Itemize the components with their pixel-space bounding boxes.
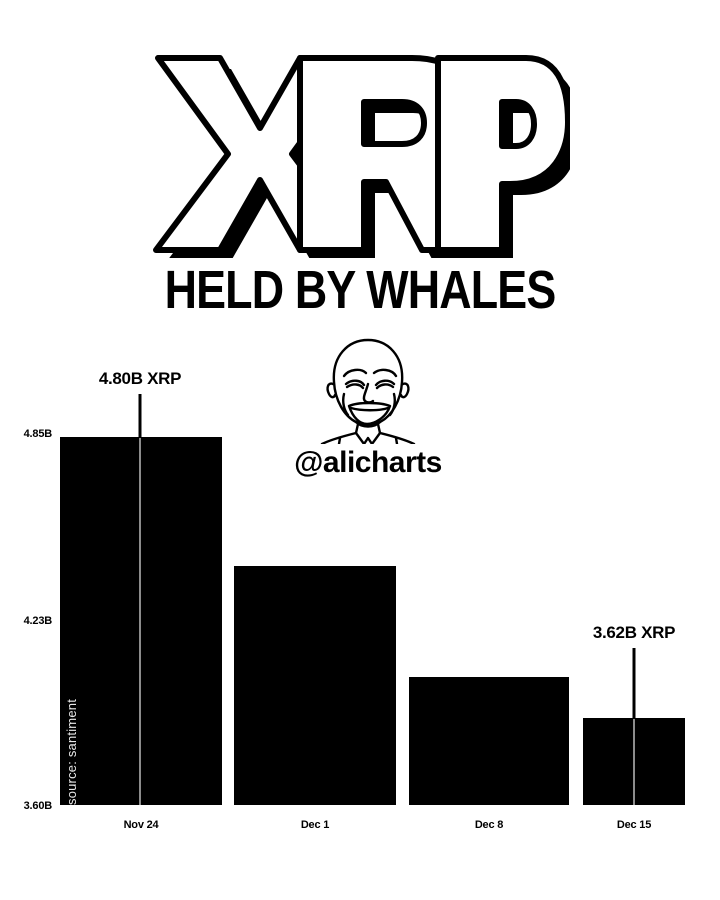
subtitle-artwork: HELD BY WHALES: [165, 262, 557, 320]
x-tick-label-1: Dec 1: [301, 819, 329, 831]
avatar: [320, 338, 416, 444]
bar-nov-24[interactable]: [60, 437, 222, 805]
handle-text: @alicharts: [294, 446, 442, 479]
x-tick-label-2: Dec 8: [475, 819, 503, 831]
bar-dec-8[interactable]: [409, 677, 569, 805]
x-tick-label-0: Nov 24: [124, 819, 160, 831]
x-tick-label-3: Dec 15: [617, 819, 651, 831]
page-title: .xrp-shadow { fill: #000000; } .xrp-face…: [0, 46, 720, 261]
y-axis: 4.85B 4.23B 3.60B: [24, 428, 53, 812]
handle-wrap: @alicharts: [288, 442, 448, 480]
handle-artwork: @alicharts: [294, 446, 442, 479]
x-axis: Nov 24 Dec 1 Dec 8 Dec 15: [124, 819, 652, 831]
page-subtitle: HELD BY WHALES: [0, 258, 720, 324]
bar-dec-1[interactable]: [234, 566, 396, 805]
y-tick-label-1: 4.23B: [24, 615, 53, 627]
branding-block: @alicharts: [288, 332, 448, 490]
annotation-label-dec-15: 3.62B XRP: [593, 623, 675, 642]
annotation-label-nov-24: 4.80B XRP: [99, 369, 181, 388]
y-tick-label-0: 4.85B: [24, 428, 53, 440]
subtitle-text: HELD BY WHALES: [165, 262, 556, 320]
bar-dec-15[interactable]: [583, 718, 685, 805]
y-tick-label-2: 3.60B: [24, 800, 53, 812]
title-xrp-artwork: .xrp-shadow { fill: #000000; } .xrp-face…: [153, 54, 570, 258]
bars-group: [60, 437, 685, 805]
